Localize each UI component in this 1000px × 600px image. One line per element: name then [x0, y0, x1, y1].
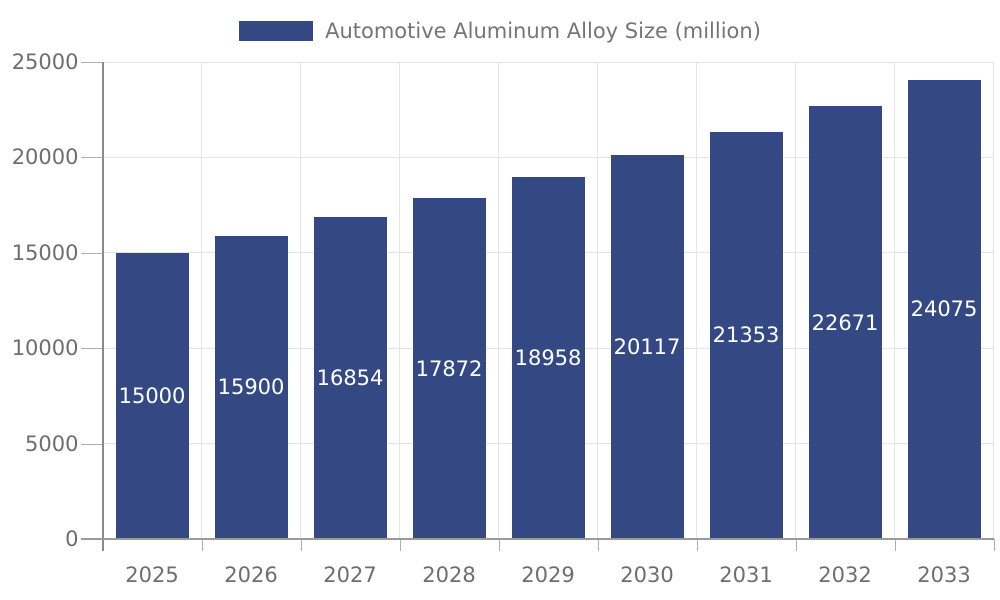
y-axis-tick	[80, 443, 103, 445]
bar[interactable]	[511, 177, 585, 539]
x-gridline	[498, 62, 499, 539]
y-gridline	[102, 61, 994, 63]
x-axis-tick	[498, 539, 500, 551]
bar[interactable]	[412, 198, 486, 539]
y-axis-tick	[80, 157, 103, 159]
x-axis-tick	[993, 539, 995, 551]
bar-value-label: 21353	[712, 323, 780, 348]
x-gridline	[300, 62, 301, 539]
x-axis-line	[80, 538, 994, 540]
x-axis-tick	[894, 539, 896, 551]
y-gridline	[102, 156, 994, 158]
legend-swatch	[239, 21, 314, 41]
y-axis-tick	[80, 348, 103, 350]
bar-value-label: 15900	[217, 375, 285, 400]
x-gridline	[993, 62, 994, 539]
bar[interactable]	[610, 155, 684, 539]
y-tick-label: 15000	[11, 240, 79, 265]
bar-value-label: 20117	[613, 335, 681, 360]
y-tick-label: 25000	[11, 50, 79, 74]
y-tick-label: 0	[65, 527, 79, 551]
x-axis-tick	[300, 539, 302, 551]
x-axis-tick	[201, 539, 203, 551]
bar-value-label: 24075	[910, 297, 978, 322]
x-gridline	[894, 62, 895, 539]
bar-value-label: 16854	[316, 366, 384, 391]
bar[interactable]	[115, 252, 189, 539]
legend-label: Automotive Aluminum Alloy Size (million)	[325, 19, 761, 43]
bar[interactable]	[313, 217, 387, 539]
x-tick-label: 2032	[818, 563, 872, 587]
x-tick-label: 2025	[125, 563, 179, 587]
x-gridline	[696, 62, 697, 539]
y-tick-label: 10000	[11, 336, 79, 361]
x-tick-label: 2027	[323, 563, 377, 587]
bar[interactable]	[709, 131, 783, 539]
bar[interactable]	[214, 235, 288, 539]
x-gridline	[399, 62, 400, 539]
y-tick-label: 20000	[11, 145, 79, 170]
bar-value-label: 22671	[811, 310, 879, 335]
bar[interactable]	[907, 79, 981, 539]
x-tick-label: 2031	[719, 563, 773, 587]
x-gridline	[795, 62, 796, 539]
x-axis-tick	[795, 539, 797, 551]
y-tick-label: 5000	[25, 431, 79, 456]
x-tick-label: 2033	[917, 563, 971, 587]
bar[interactable]	[808, 106, 882, 539]
x-axis-tick	[696, 539, 698, 551]
bar-value-label: 15000	[118, 383, 186, 408]
bar-value-label: 18958	[514, 346, 582, 371]
x-axis-tick	[597, 539, 599, 551]
x-axis-tick	[399, 539, 401, 551]
legend-item[interactable]: Automotive Aluminum Alloy Size (million)	[0, 18, 1000, 44]
x-tick-label: 2029	[521, 563, 575, 587]
x-tick-label: 2028	[422, 563, 476, 587]
y-axis-tick	[80, 62, 103, 63]
y-axis-line	[101, 62, 104, 551]
bar-value-label: 17872	[415, 356, 483, 381]
x-gridline	[597, 62, 598, 539]
x-tick-label: 2026	[224, 563, 278, 587]
y-axis-tick	[80, 252, 103, 254]
x-tick-label: 2030	[620, 563, 674, 587]
x-gridline	[201, 62, 202, 539]
